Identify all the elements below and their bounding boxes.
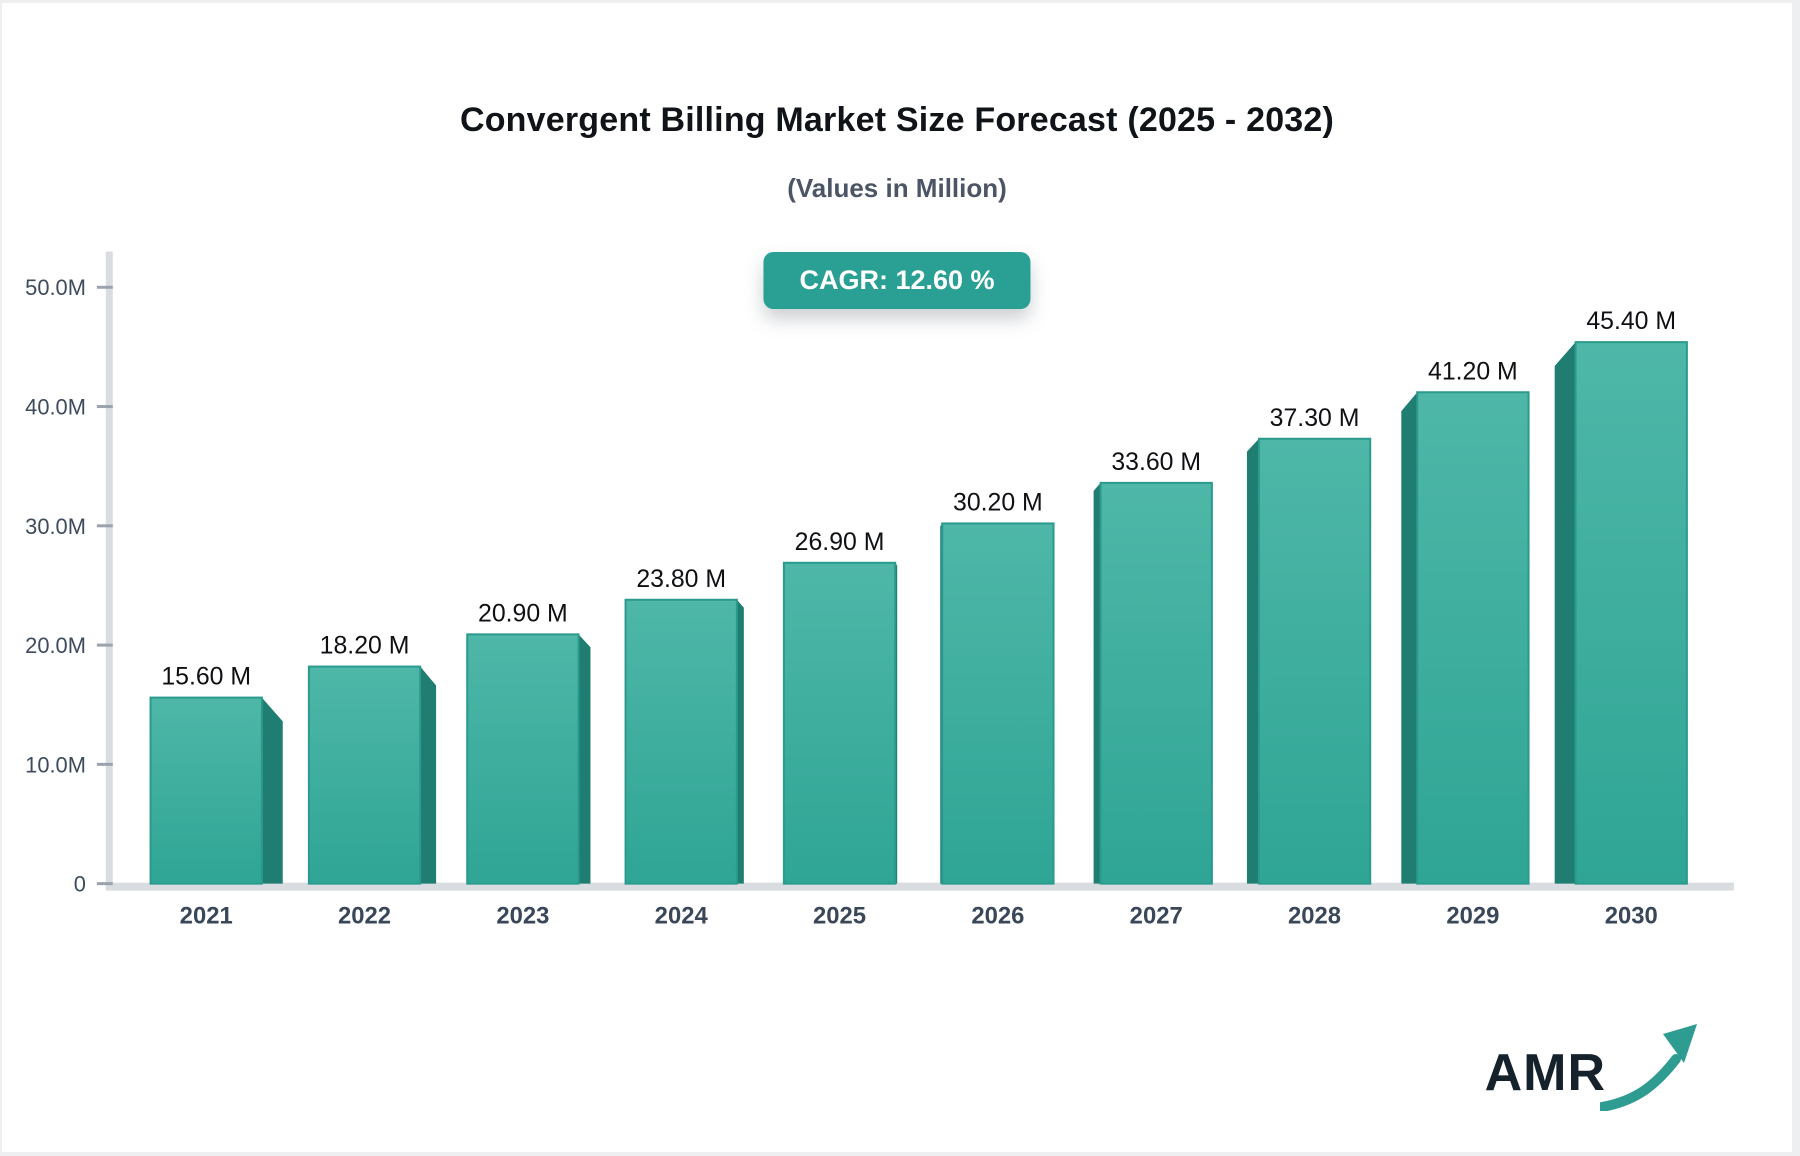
bar-front-face[interactable] <box>624 598 738 885</box>
bar-value-label: 45.40 M <box>1586 308 1676 335</box>
bar-2025: 26.90 M 2025 <box>782 529 898 929</box>
bar-2024: 23.80 M 2024 <box>624 566 744 929</box>
amr-logo-text: AMR <box>1484 1044 1606 1102</box>
bar-side-face[interactable] <box>1246 438 1259 884</box>
bar-2030: 45.40 M 2030 <box>1554 308 1688 929</box>
y-tick-mark <box>96 762 113 766</box>
bar-value-label: 33.60 M <box>1111 449 1201 476</box>
bar-value-label: 18.20 M <box>320 633 410 660</box>
bar-value-label: 23.80 M <box>636 566 726 593</box>
bar-2026: 30.20 M 2026 <box>940 490 1055 929</box>
y-tick-mark <box>96 405 113 409</box>
bar-front-face[interactable] <box>1257 437 1372 885</box>
bar-side-face[interactable] <box>261 697 283 884</box>
market-size-bar-chart: 50.0M 40.0M 30.0M 20.0M 10.0M 0 15.60 M 2021 18.… <box>25 251 1734 929</box>
bar-front-face[interactable] <box>149 696 263 885</box>
y-tick-label: 50.0M <box>25 275 86 300</box>
bar-side-face[interactable] <box>1554 342 1576 884</box>
bar-2023: 20.90 M 2023 <box>466 600 591 929</box>
x-tick-label: 2024 <box>655 902 709 929</box>
bar-side-face[interactable] <box>1401 392 1418 884</box>
growth-arrow-icon <box>1600 1024 1697 1111</box>
y-tick-label: 20.0M <box>25 633 86 658</box>
y-tick-label: 10.0M <box>25 752 86 777</box>
x-tick-label: 2022 <box>338 902 391 929</box>
bar-value-label: 41.20 M <box>1428 358 1518 385</box>
bar-side-face[interactable] <box>578 634 591 884</box>
amr-logo: AMR <box>1484 1024 1700 1111</box>
x-tick-label: 2023 <box>496 902 549 929</box>
x-axis-line <box>105 882 1734 891</box>
y-tick-label: 40.0M <box>25 394 86 419</box>
bar-2028: 37.30 M 2028 <box>1246 405 1372 929</box>
bar-value-label: 20.90 M <box>478 600 568 627</box>
bar-value-label: 26.90 M <box>795 529 885 556</box>
bar-side-face[interactable] <box>1093 482 1101 884</box>
y-tick-label: 30.0M <box>25 514 86 539</box>
bar-value-label: 37.30 M <box>1270 405 1360 432</box>
cagr-badge: CAGR: 12.60 % <box>763 252 1031 309</box>
chart-subtitle: (Values in Million) <box>787 173 1007 203</box>
y-tick-mark <box>96 643 113 647</box>
y-tick-mark <box>96 882 113 886</box>
bar-front-face[interactable] <box>1416 391 1530 885</box>
x-tick-label: 2030 <box>1605 902 1658 929</box>
x-tick-label: 2029 <box>1446 902 1499 929</box>
bar-value-label: 15.60 M <box>161 664 251 691</box>
bar-side-face[interactable] <box>420 666 437 884</box>
y-tick-mark <box>96 524 113 528</box>
chart-title: Convergent Billing Market Size Forecast … <box>459 101 1335 139</box>
x-tick-label: 2026 <box>971 902 1024 929</box>
x-tick-label: 2027 <box>1130 902 1183 929</box>
y-tick-mark <box>96 285 113 289</box>
x-tick-label: 2021 <box>180 902 233 929</box>
y-axis-line <box>105 251 113 891</box>
bar-front-face[interactable] <box>1574 341 1688 885</box>
bar-side-face[interactable] <box>736 599 744 884</box>
y-tick-label: 0 <box>74 872 86 897</box>
bar-front-face[interactable] <box>1099 481 1213 885</box>
chart-card: Convergent Billing Market Size Forecast … <box>2 3 1792 1152</box>
bar-2029: 41.20 M 2029 <box>1401 358 1530 929</box>
x-tick-label: 2028 <box>1288 902 1341 929</box>
bar-front-face[interactable] <box>307 665 422 885</box>
bar-2022: 18.20 M 2022 <box>307 633 437 929</box>
bar-2027: 33.60 M 2027 <box>1093 449 1213 929</box>
bar-front-face[interactable] <box>782 561 897 885</box>
bar-front-face[interactable] <box>941 522 1055 885</box>
bar-2021: 15.60 M 2021 <box>149 664 283 929</box>
bar-front-face[interactable] <box>466 633 580 885</box>
x-tick-label: 2025 <box>813 902 866 929</box>
bar-value-label: 30.20 M <box>953 490 1043 517</box>
